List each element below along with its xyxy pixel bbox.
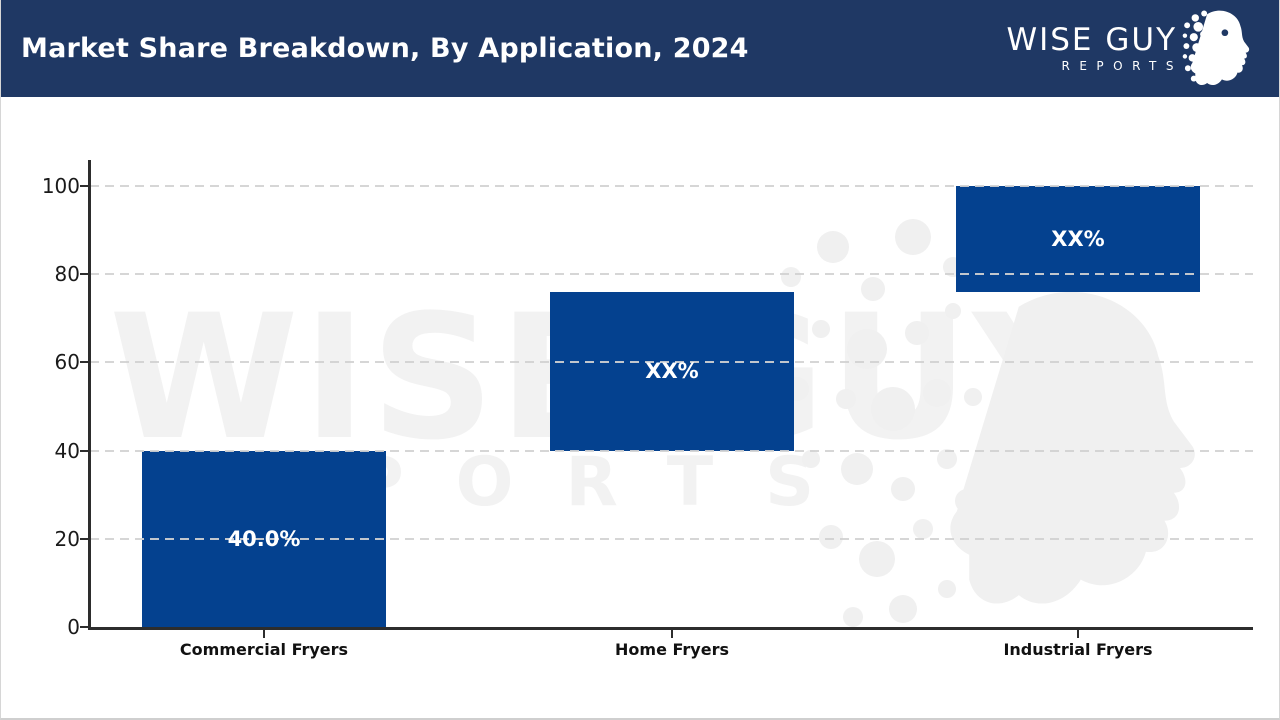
y-tick-mark bbox=[80, 449, 88, 452]
y-tick-label: 20 bbox=[54, 526, 80, 551]
x-category-label: Industrial Fryers bbox=[1003, 640, 1153, 659]
gridline bbox=[90, 449, 1253, 452]
y-tick-mark bbox=[80, 537, 88, 540]
x-category-label: Home Fryers bbox=[615, 640, 729, 659]
bar-value-label: 40.0% bbox=[227, 526, 301, 551]
y-tick-label: 40 bbox=[54, 438, 80, 463]
x-tick-mark bbox=[671, 630, 673, 638]
logo-text: WISE GUY REPORTS bbox=[1006, 22, 1177, 73]
gridline bbox=[90, 361, 1253, 364]
x-tick-mark bbox=[1077, 630, 1079, 638]
y-tick-label: 0 bbox=[67, 615, 80, 639]
gridline bbox=[90, 185, 1253, 187]
x-category-label: Commercial Fryers bbox=[179, 640, 349, 659]
bar-value-label: XX% bbox=[645, 359, 699, 384]
y-tick-label: 100 bbox=[41, 174, 80, 198]
chart-title: Market Share Breakdown, By Application, … bbox=[21, 33, 749, 64]
bar-value-label: XX% bbox=[1051, 226, 1105, 251]
x-tick-mark bbox=[263, 630, 265, 638]
x-axis-line bbox=[88, 627, 1253, 630]
bar-home-fryers bbox=[550, 291, 794, 451]
y-tick-mark bbox=[80, 273, 88, 276]
y-axis-line bbox=[88, 160, 91, 630]
gridline bbox=[90, 273, 1253, 276]
y-tick-label: 80 bbox=[54, 262, 80, 287]
logo-wordmark: WISE GUY bbox=[1006, 22, 1177, 58]
logo-face-icon bbox=[1182, 10, 1250, 85]
y-tick-label: 60 bbox=[54, 350, 80, 375]
gridline bbox=[90, 537, 1253, 540]
chart-area: WISE GUY REPORTS 0 20 40 60 80 100 40.0% Co bbox=[1, 97, 1279, 718]
logo-subtitle: REPORTS bbox=[1061, 59, 1183, 73]
y-tick-mark bbox=[80, 185, 88, 187]
header-band: Market Share Breakdown, By Application, … bbox=[1, 0, 1279, 97]
wise-guy-reports-logo: WISE GUY REPORTS bbox=[1006, 7, 1253, 91]
y-tick-mark bbox=[80, 626, 88, 628]
y-tick-mark bbox=[80, 361, 88, 364]
